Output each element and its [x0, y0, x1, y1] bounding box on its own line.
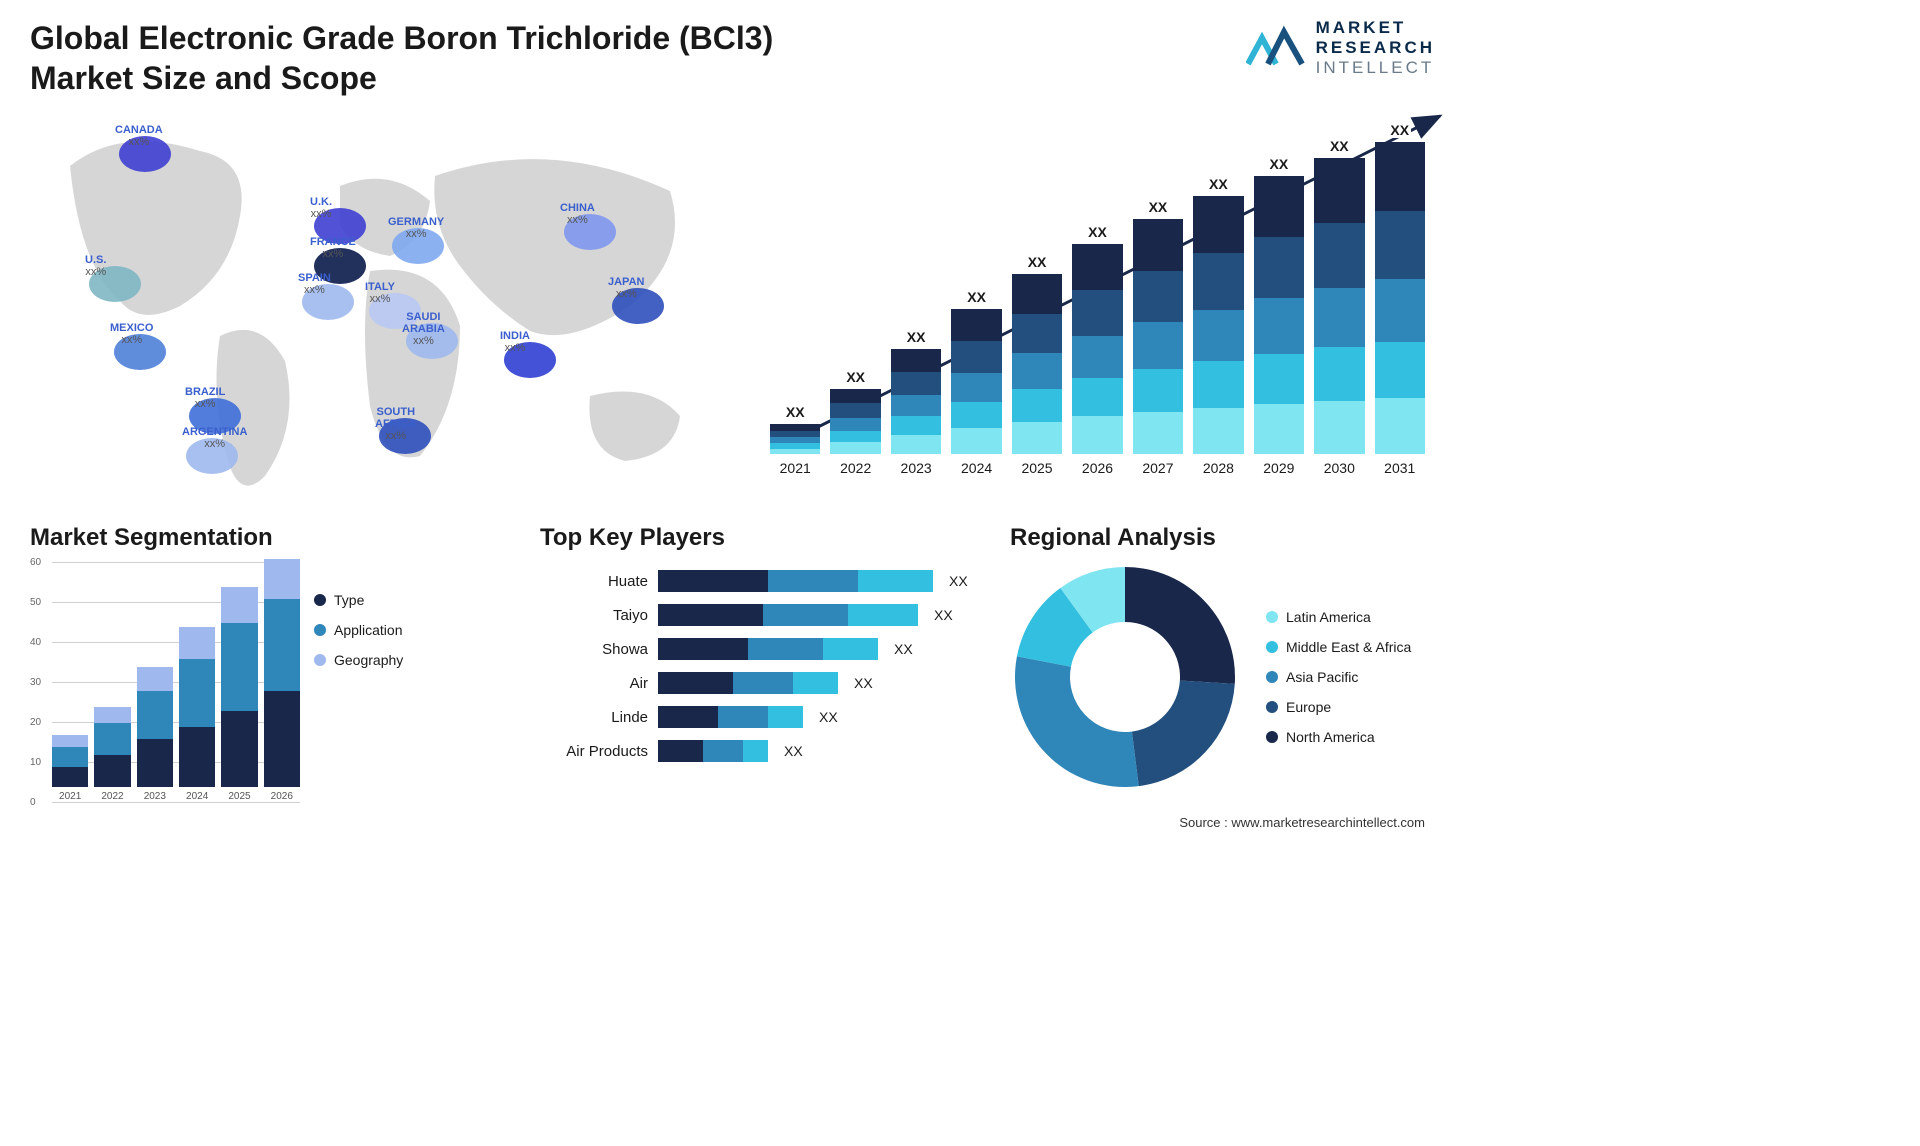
regional-panel: Regional Analysis Latin America Middle Ea…	[1010, 524, 1435, 822]
legend-item: Middle East & Africa	[1266, 639, 1411, 655]
map-label: CANADAxx%	[115, 124, 163, 148]
map-label: MEXICOxx%	[110, 322, 153, 346]
growth-bar: XX2027	[1133, 219, 1183, 476]
growth-chart: XX2021XX2022XX2023XX2024XX2025XX2026XX20…	[750, 106, 1435, 506]
player-row: Air ProductsXX	[540, 740, 980, 762]
map-label: BRAZILxx%	[185, 386, 225, 410]
player-row: LindeXX	[540, 706, 980, 728]
brand-icon	[1246, 24, 1306, 72]
segmentation-legend: Type Application Geography	[314, 592, 403, 822]
map-label: INDIAxx%	[500, 330, 530, 354]
legend-item: Latin America	[1266, 609, 1411, 625]
donut-chart	[1010, 562, 1240, 792]
segmentation-panel: Market Segmentation 0102030405060 202120…	[30, 524, 510, 822]
legend-item: Application	[314, 622, 403, 638]
map-label: U.S.xx%	[85, 254, 106, 278]
segmentation-bar: 2026	[264, 559, 300, 802]
regional-title: Regional Analysis	[1010, 524, 1435, 552]
legend-item: Asia Pacific	[1266, 669, 1411, 685]
segmentation-axes: 0102030405060 202120222023202420252026	[30, 562, 300, 822]
players-rows: HuateXX TaiyoXX ShowaXX AirXX LindeXX Air Pro…	[540, 570, 980, 762]
map-label: SAUDIARABIAxx%	[402, 311, 445, 347]
segmentation-bar: 2024	[179, 627, 215, 802]
map-label: JAPANxx%	[608, 276, 644, 300]
growth-chart-panel: XX2021XX2022XX2023XX2024XX2025XX2026XX20…	[750, 106, 1435, 506]
map-label: FRANCExx%	[310, 236, 356, 260]
legend-item: Europe	[1266, 699, 1411, 715]
segmentation-chart: 0102030405060 202120222023202420252026 T…	[30, 562, 510, 822]
brand-logo: MARKET RESEARCH INTELLECT	[1246, 18, 1435, 78]
map-label: ITALYxx%	[365, 281, 395, 305]
legend-item: North America	[1266, 729, 1411, 745]
growth-bar: XX2025	[1012, 274, 1062, 476]
growth-bar: XX2029	[1254, 176, 1304, 476]
growth-bar: XX2030	[1314, 158, 1364, 476]
top-row: CANADAxx% U.S.xx% MEXICOxx% BRAZILxx% ARGENT…	[30, 106, 1435, 506]
brand-text: MARKET RESEARCH INTELLECT	[1316, 18, 1435, 78]
growth-bar: XX2023	[891, 349, 941, 476]
growth-bar: XX2028	[1193, 196, 1243, 476]
players-title: Top Key Players	[540, 524, 980, 552]
players-panel: Top Key Players HuateXX TaiyoXX ShowaXX Air…	[540, 524, 980, 822]
growth-bar: XX2031	[1375, 142, 1425, 476]
map-label: ARGENTINAxx%	[182, 426, 247, 450]
page-title: Global Electronic Grade Boron Trichlorid…	[30, 18, 810, 98]
bottom-row: Market Segmentation 0102030405060 202120…	[30, 524, 1435, 822]
map-label: CHINAxx%	[560, 202, 595, 226]
source-text: Source : www.marketresearchintellect.com	[1179, 815, 1425, 830]
segmentation-bar: 2022	[94, 707, 130, 802]
regional-body: Latin America Middle East & Africa Asia Pa…	[1010, 562, 1435, 792]
page: Global Electronic Grade Boron Trichlorid…	[0, 0, 1465, 838]
segmentation-bar: 2023	[137, 667, 173, 802]
legend-item: Geography	[314, 652, 403, 668]
map-label: U.K.xx%	[310, 196, 332, 220]
player-row: ShowaXX	[540, 638, 980, 660]
segmentation-bar: 2025	[221, 587, 257, 802]
legend-item: Type	[314, 592, 403, 608]
growth-bar: XX2021	[770, 424, 820, 476]
player-row: HuateXX	[540, 570, 980, 592]
map-label: GERMANYxx%	[388, 216, 444, 240]
segmentation-title: Market Segmentation	[30, 524, 510, 552]
world-map-panel: CANADAxx% U.S.xx% MEXICOxx% BRAZILxx% ARGENT…	[30, 106, 720, 506]
map-label: SPAINxx%	[298, 272, 331, 296]
header: Global Electronic Grade Boron Trichlorid…	[30, 18, 1435, 98]
growth-bar: XX2026	[1072, 244, 1122, 476]
regional-legend: Latin America Middle East & Africa Asia Pa…	[1266, 609, 1411, 745]
world-map-svg	[30, 106, 720, 506]
growth-bar: XX2022	[830, 389, 880, 476]
map-label: SOUTHAFRICAxx%	[375, 406, 417, 442]
player-row: TaiyoXX	[540, 604, 980, 626]
growth-bar: XX2024	[951, 309, 1001, 476]
player-row: AirXX	[540, 672, 980, 694]
segmentation-bar: 2021	[52, 735, 88, 802]
